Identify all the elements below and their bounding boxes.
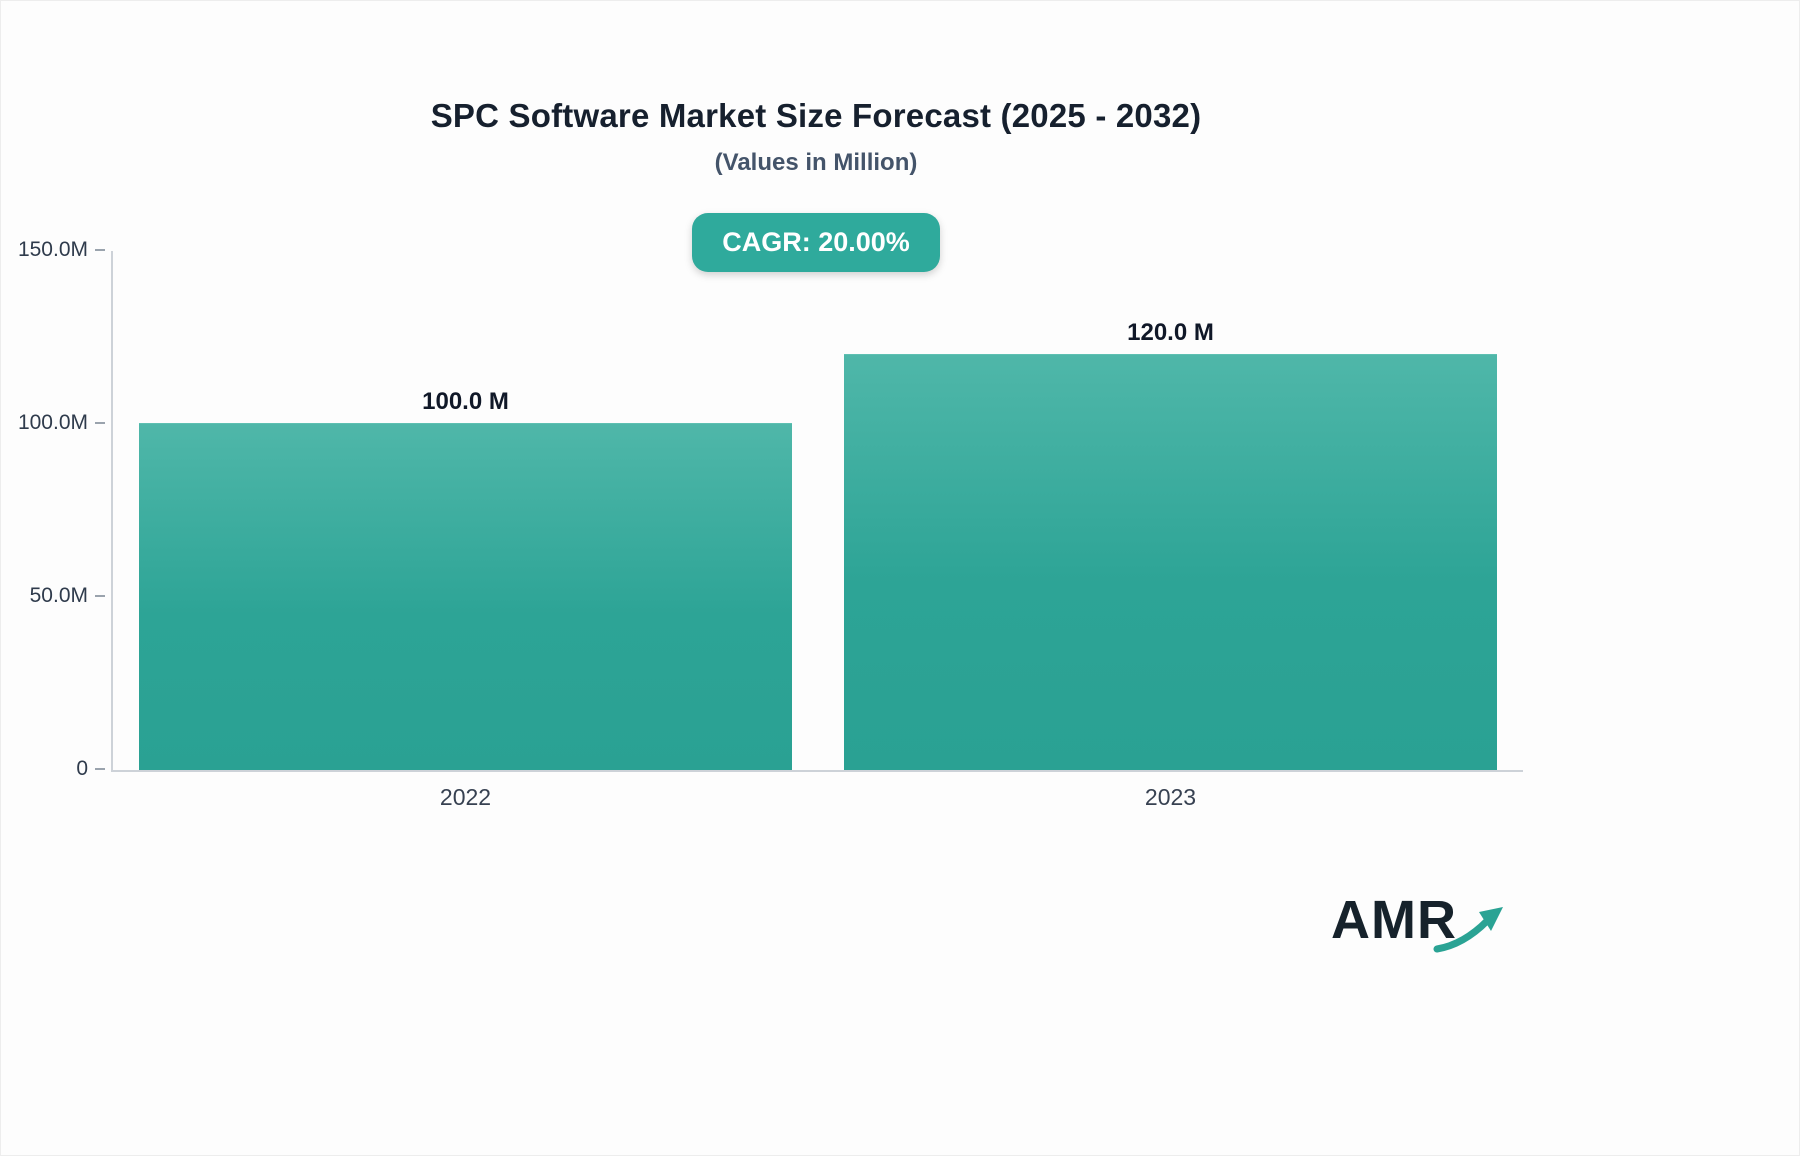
y-tick-mark <box>95 422 105 425</box>
y-tick-label: 50.0M <box>1 584 105 608</box>
y-tick-mark <box>95 595 105 598</box>
chart-title: SPC Software Market Size Forecast (2025 … <box>430 97 1202 134</box>
y-tick-label: 150.0M <box>1 238 105 262</box>
y-axis-ticks: 150.0M 100.0M 50.0M 0 <box>1 238 105 780</box>
bar-value-label: 100.0 M <box>422 388 509 415</box>
bar-value-label: 120.0 M <box>1127 318 1214 346</box>
x-axis-label: 2023 <box>1144 784 1197 810</box>
amr-logo: AMR <box>1331 889 1511 965</box>
chart-plot: 100.0 M 2022 120.0 M 2023 <box>111 251 1523 810</box>
y-tick-mark <box>95 768 105 771</box>
y-tick-mark <box>95 249 105 252</box>
chart-subtitle: (Values in Million) <box>714 149 918 176</box>
bar-2023 <box>844 353 1497 770</box>
amr-logo-text: AMR <box>1331 890 1457 950</box>
chart-header: SPC Software Market Size Forecast (2025 … <box>1 1 1631 272</box>
logo-arrow-icon <box>1433 907 1503 953</box>
y-tick-label: 100.0M <box>1 411 105 435</box>
bar-2022 <box>139 423 792 770</box>
y-tick-label: 0 <box>1 757 105 781</box>
x-axis-label: 2022 <box>439 784 492 810</box>
cagr-badge: CAGR: 20.00% <box>692 213 940 272</box>
plot-area: 150.0M 100.0M 50.0M 0 100.0 M 2022 120.0 M 202… <box>18 238 1523 810</box>
